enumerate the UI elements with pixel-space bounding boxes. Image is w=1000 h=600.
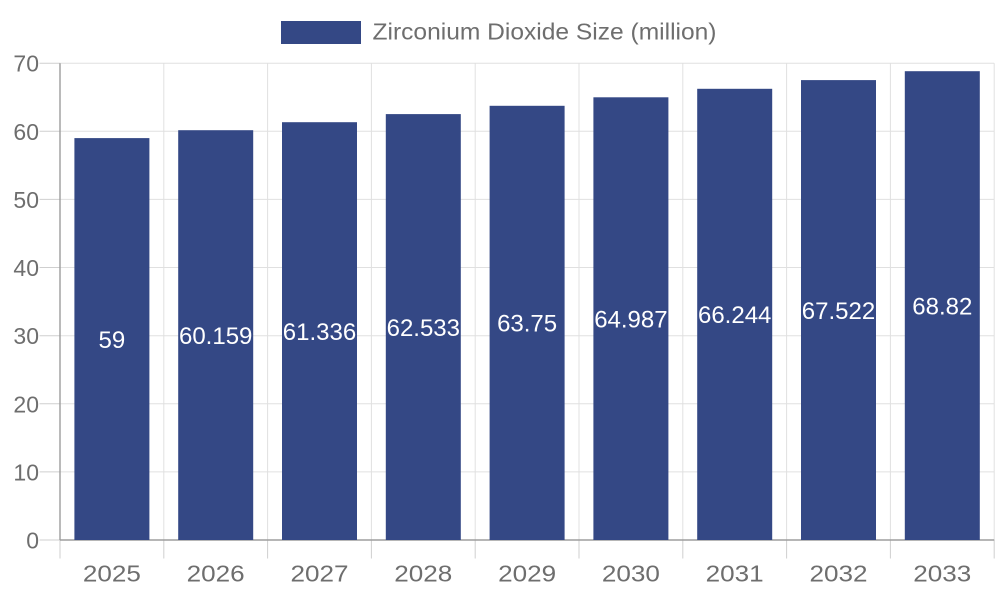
svg-text:70: 70: [13, 51, 39, 77]
svg-text:40: 40: [13, 255, 39, 281]
svg-text:2026: 2026: [187, 561, 245, 587]
svg-text:59: 59: [99, 327, 126, 354]
svg-text:60: 60: [13, 119, 39, 145]
svg-text:61.336: 61.336: [283, 319, 356, 346]
svg-text:62.533: 62.533: [387, 315, 460, 342]
svg-text:50: 50: [13, 187, 39, 213]
svg-text:0: 0: [26, 528, 39, 554]
svg-text:2028: 2028: [394, 561, 452, 587]
svg-text:2031: 2031: [706, 561, 764, 587]
svg-text:20: 20: [13, 391, 39, 417]
svg-text:Zirconium Dioxide Size (millio: Zirconium Dioxide Size (million): [373, 19, 717, 45]
svg-text:2025: 2025: [83, 561, 141, 587]
svg-text:10: 10: [13, 459, 39, 485]
svg-text:30: 30: [13, 323, 39, 349]
svg-text:67.522: 67.522: [802, 298, 875, 325]
svg-text:66.244: 66.244: [698, 302, 771, 329]
svg-text:2027: 2027: [291, 561, 349, 587]
svg-text:64.987: 64.987: [594, 307, 667, 334]
svg-text:2029: 2029: [498, 561, 556, 587]
svg-text:68.82: 68.82: [912, 293, 972, 320]
svg-text:2032: 2032: [810, 561, 868, 587]
svg-text:2033: 2033: [913, 561, 971, 587]
svg-text:60.159: 60.159: [179, 323, 252, 350]
svg-text:2030: 2030: [602, 561, 660, 587]
svg-text:63.75: 63.75: [497, 311, 557, 338]
